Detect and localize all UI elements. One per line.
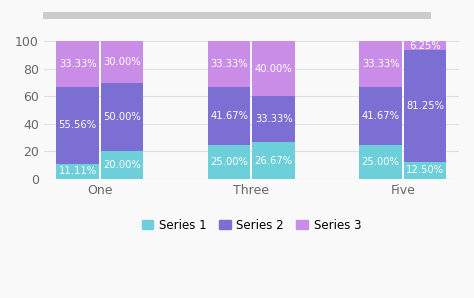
Bar bbox=[101, 83, 143, 151]
Text: 30.00%: 30.00% bbox=[103, 57, 141, 67]
Bar bbox=[56, 164, 99, 179]
Bar bbox=[359, 41, 402, 87]
Text: 81.25%: 81.25% bbox=[406, 101, 444, 111]
Bar bbox=[252, 41, 295, 96]
Text: 50.00%: 50.00% bbox=[103, 112, 141, 122]
Bar bbox=[404, 50, 447, 162]
Text: 33.33%: 33.33% bbox=[59, 59, 97, 69]
Bar bbox=[101, 41, 143, 83]
Bar bbox=[359, 87, 402, 145]
Legend: Series 1, Series 2, Series 3: Series 1, Series 2, Series 3 bbox=[137, 214, 366, 236]
Bar bbox=[252, 142, 295, 179]
Bar bbox=[56, 41, 99, 87]
Text: 33.33%: 33.33% bbox=[362, 59, 400, 69]
Text: 6.25%: 6.25% bbox=[409, 41, 441, 51]
Bar bbox=[252, 96, 295, 142]
Text: 25.00%: 25.00% bbox=[210, 157, 248, 167]
Text: 33.33%: 33.33% bbox=[255, 114, 292, 124]
Text: 26.67%: 26.67% bbox=[255, 156, 292, 166]
Text: 40.00%: 40.00% bbox=[255, 64, 292, 74]
Bar bbox=[101, 151, 143, 179]
Bar bbox=[404, 41, 447, 50]
Text: 20.00%: 20.00% bbox=[103, 160, 141, 170]
Text: 11.11%: 11.11% bbox=[59, 166, 97, 176]
Bar bbox=[56, 87, 99, 164]
Bar bbox=[208, 87, 250, 145]
Text: 55.56%: 55.56% bbox=[59, 120, 97, 131]
Text: 41.67%: 41.67% bbox=[210, 111, 248, 121]
Bar bbox=[404, 162, 447, 179]
Text: 12.50%: 12.50% bbox=[406, 165, 444, 175]
Text: 25.00%: 25.00% bbox=[362, 157, 400, 167]
Text: 41.67%: 41.67% bbox=[362, 111, 400, 121]
Bar bbox=[208, 145, 250, 179]
Bar bbox=[208, 41, 250, 87]
Bar bbox=[359, 145, 402, 179]
Text: 33.33%: 33.33% bbox=[210, 59, 248, 69]
